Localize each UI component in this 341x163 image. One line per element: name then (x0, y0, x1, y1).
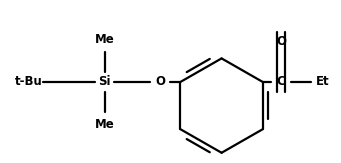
Text: Me: Me (95, 33, 115, 46)
Text: O: O (155, 75, 165, 89)
Text: Et: Et (316, 75, 329, 89)
Text: O: O (276, 35, 286, 48)
Text: Me: Me (95, 118, 115, 131)
Text: t-Bu: t-Bu (15, 75, 43, 89)
Text: Si: Si (98, 75, 111, 89)
Text: C: C (277, 75, 285, 89)
